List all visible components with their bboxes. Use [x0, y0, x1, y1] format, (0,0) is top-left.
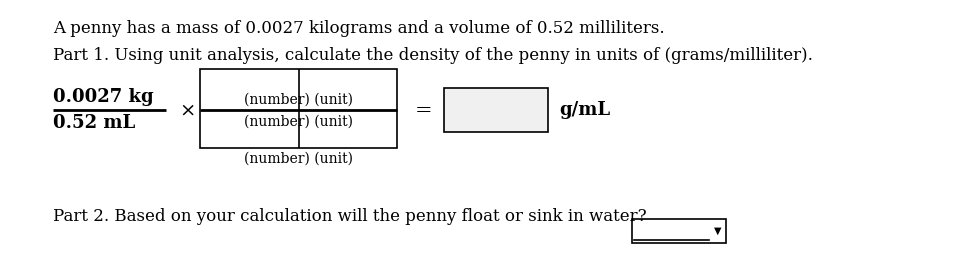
Text: Part 1. Using unit analysis, calculate the density of the penny in units of (gra: Part 1. Using unit analysis, calculate t…	[53, 47, 813, 64]
Text: =: =	[414, 101, 432, 120]
Text: 0.52 mL: 0.52 mL	[53, 114, 135, 132]
Text: (number) (unit): (number) (unit)	[244, 152, 353, 166]
Bar	[631, 219, 726, 243]
Text: 0.0027 kg: 0.0027 kg	[53, 88, 153, 106]
Text: Part 2. Based on your calculation will the penny float or sink in water?: Part 2. Based on your calculation will t…	[53, 208, 647, 225]
Text: (number) (unit): (number) (unit)	[244, 114, 353, 128]
Bar	[444, 89, 548, 132]
Text: g/mL: g/mL	[559, 101, 610, 119]
Text: ▼: ▼	[714, 226, 722, 236]
Text: ×: ×	[179, 101, 196, 119]
Text: (number) (unit): (number) (unit)	[244, 92, 353, 106]
Bar	[200, 69, 398, 148]
Text: A penny has a mass of 0.0027 kilograms and a volume of 0.52 milliliters.: A penny has a mass of 0.0027 kilograms a…	[53, 20, 665, 37]
